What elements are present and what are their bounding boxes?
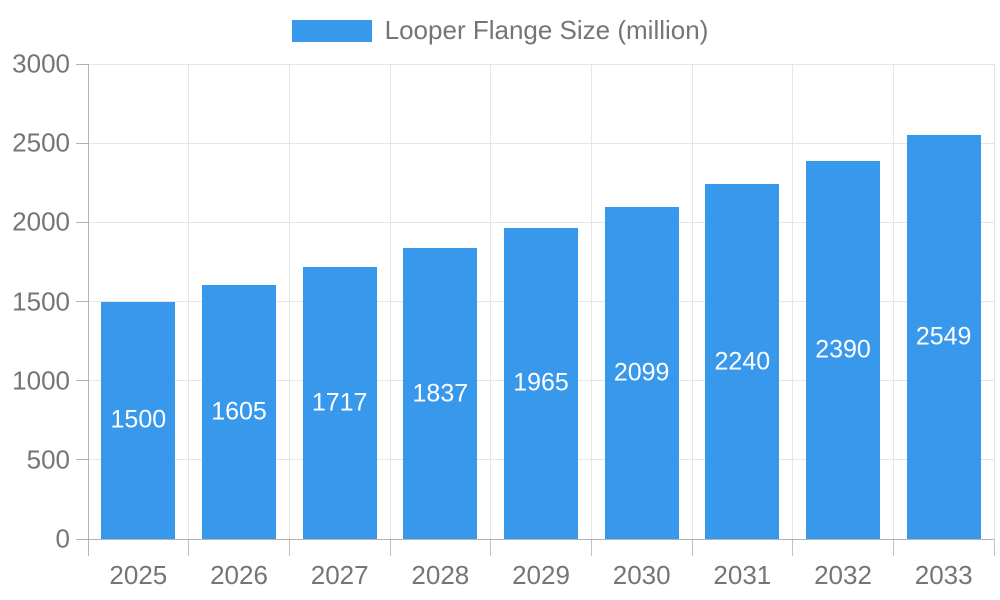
gridline-vertical <box>288 64 290 539</box>
y-axis-tick <box>76 221 88 223</box>
y-axis-tick <box>76 63 88 65</box>
bar-value-label: 2390 <box>815 335 871 364</box>
y-axis-tick <box>76 301 88 302</box>
gridline-vertical <box>993 64 995 539</box>
x-axis-tick <box>792 539 794 556</box>
bar-2026[interactable] <box>202 284 276 539</box>
x-axis-tick <box>389 539 391 556</box>
gridline-horizontal <box>88 142 994 144</box>
bar-value-label: 1965 <box>513 368 569 397</box>
legend-label: Looper Flange Size (million) <box>384 15 709 45</box>
bar-value-label: 1837 <box>412 379 469 408</box>
x-axis-tick-label: 2031 <box>713 560 772 590</box>
y-axis-tick-label: 2000 <box>12 206 70 237</box>
gridline-vertical <box>892 64 894 539</box>
gridline-vertical <box>590 64 592 539</box>
x-axis-tick <box>490 539 492 556</box>
bar-2029[interactable] <box>504 227 578 539</box>
bar-2033[interactable] <box>906 135 981 539</box>
bar-value-label: 1717 <box>311 388 368 417</box>
x-axis-tick <box>993 539 995 556</box>
bar-2028[interactable] <box>403 248 478 539</box>
x-axis-tick <box>691 539 693 556</box>
gridline-vertical <box>691 64 693 539</box>
bar-value-label: 1605 <box>211 397 267 426</box>
x-axis-tick-label: 2032 <box>814 560 872 590</box>
bar-2030[interactable] <box>604 206 679 539</box>
legend-swatch <box>291 19 372 42</box>
gridline-vertical <box>792 64 794 539</box>
y-axis-tick-label: 2500 <box>12 127 70 158</box>
x-axis-tick <box>188 539 190 556</box>
gridline-vertical <box>188 64 190 539</box>
y-axis-tick-label: 1500 <box>12 286 70 316</box>
bar-2025[interactable] <box>101 301 176 539</box>
bar-value-label: 2099 <box>613 358 670 387</box>
x-axis-tick <box>288 539 290 556</box>
x-axis-tick <box>892 539 894 556</box>
x-axis-tick-label: 2028 <box>411 560 470 590</box>
x-axis-tick-label: 2027 <box>310 560 369 590</box>
y-axis-tick <box>76 459 88 461</box>
gridline-horizontal <box>88 221 994 223</box>
x-axis-tick-label: 2029 <box>512 560 570 590</box>
y-axis-tick <box>76 142 88 144</box>
gridline-horizontal <box>88 63 994 65</box>
x-axis-tick-label: 2033 <box>914 560 973 590</box>
y-axis-tick-label: 0 <box>55 523 70 554</box>
chart-legend[interactable]: Looper Flange Size (million) <box>0 15 1000 46</box>
y-axis-tick-label: 3000 <box>12 48 70 79</box>
y-axis-tick-label: 1000 <box>12 365 70 396</box>
x-axis-line <box>76 538 994 540</box>
y-axis-line <box>87 64 89 556</box>
bar-2032[interactable] <box>806 160 880 539</box>
gridline-vertical <box>389 64 391 539</box>
y-axis-tick-label: 500 <box>26 444 70 475</box>
bar-value-label: 1500 <box>110 405 167 434</box>
x-axis-tick-label: 2025 <box>109 560 168 590</box>
bar-2027[interactable] <box>302 267 377 539</box>
x-axis-tick-label: 2026 <box>210 560 268 590</box>
bar-2031[interactable] <box>705 184 780 539</box>
gridline-vertical <box>490 64 492 539</box>
x-axis-tick-label: 2030 <box>612 560 671 590</box>
bar-value-label: 2240 <box>714 347 771 376</box>
x-axis-tick <box>590 539 592 556</box>
y-axis-tick <box>76 380 88 382</box>
bar-value-label: 2549 <box>915 322 972 351</box>
